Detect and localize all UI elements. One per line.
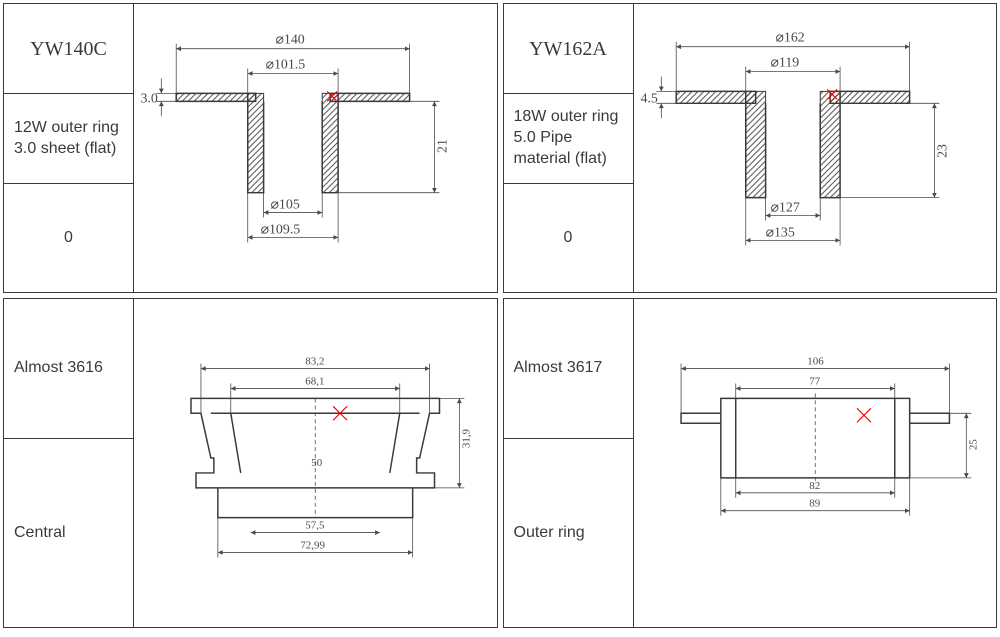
panel-3616: Almost 3616 Central 83,2 68,1 bbox=[3, 298, 498, 628]
svg-text:⌀109.5: ⌀109.5 bbox=[261, 222, 301, 237]
dim-inner-top: 101.5 bbox=[274, 58, 305, 73]
dim-bot2: 89 bbox=[809, 498, 820, 510]
dim-right: 25 bbox=[967, 439, 979, 450]
desc-label: 18W outer ring 5.0 Pipe material (flat) bbox=[504, 94, 634, 184]
dim-mid: 50 bbox=[311, 457, 322, 469]
dim-bot2: 72,99 bbox=[300, 539, 325, 551]
svg-text:⌀127: ⌀127 bbox=[770, 201, 799, 216]
dim-inner-bot: 105 bbox=[279, 198, 300, 213]
dim-bot: 135 bbox=[773, 225, 794, 240]
svg-text:⌀140: ⌀140 bbox=[276, 33, 305, 48]
dim-top: 140 bbox=[284, 33, 305, 48]
dim-right: 23 bbox=[935, 144, 950, 158]
drawing-bl: 83,2 68,1 50 57,5 72,99 3 bbox=[134, 299, 497, 627]
code-label: YW162A bbox=[504, 4, 634, 94]
panel-yw162a: YW162A 18W outer ring 5.0 Pipe material … bbox=[503, 3, 998, 293]
dim-bot: 109.5 bbox=[269, 222, 300, 237]
drawing-tl: ⌀140 ⌀101.5 3.0 21 bbox=[134, 4, 497, 292]
dim-bot1: 57,5 bbox=[305, 520, 325, 532]
drawing-br: 106 77 82 89 25 bbox=[634, 299, 997, 627]
desc-label: Outer ring bbox=[504, 439, 634, 627]
svg-text:⌀105: ⌀105 bbox=[271, 198, 300, 213]
code-label: Almost 3617 bbox=[504, 299, 634, 439]
sidebar-tr: YW162A 18W outer ring 5.0 Pipe material … bbox=[504, 4, 634, 292]
svg-text:⌀101.5: ⌀101.5 bbox=[266, 58, 306, 73]
code-label: Almost 3616 bbox=[4, 299, 134, 439]
dim-top1: 83,2 bbox=[305, 356, 324, 368]
sidebar-tl: YW140C 12W outer ring 3.0 sheet (flat) 0 bbox=[4, 4, 134, 292]
dim-left: 3.0 bbox=[140, 91, 157, 106]
dim-bot1: 82 bbox=[809, 480, 820, 492]
sidebar-br: Almost 3617 Outer ring bbox=[504, 299, 634, 627]
qty-label: 0 bbox=[504, 184, 634, 292]
dim-right: 31,9 bbox=[460, 428, 472, 448]
qty-label: 0 bbox=[4, 184, 134, 292]
dim-top2: 68,1 bbox=[305, 375, 324, 387]
dim-top1: 106 bbox=[807, 356, 824, 368]
code-label: YW140C bbox=[4, 4, 134, 94]
svg-text:⌀135: ⌀135 bbox=[765, 225, 794, 240]
dim-inner-top: 119 bbox=[778, 56, 798, 71]
drawing-tr: ⌀162 ⌀119 4.5 23 ⌀127 bbox=[634, 4, 997, 292]
dim-right: 21 bbox=[435, 139, 450, 153]
panel-3617: Almost 3617 Outer ring 106 77 bbox=[503, 298, 998, 628]
svg-text:⌀119: ⌀119 bbox=[770, 56, 799, 71]
desc-label: 12W outer ring 3.0 sheet (flat) bbox=[4, 94, 134, 184]
dim-top: 162 bbox=[783, 31, 804, 46]
desc-label: Central bbox=[4, 439, 134, 627]
sidebar-bl: Almost 3616 Central bbox=[4, 299, 134, 627]
dim-left: 4.5 bbox=[640, 91, 657, 106]
panel-yw140c: YW140C 12W outer ring 3.0 sheet (flat) 0 bbox=[3, 3, 498, 293]
svg-text:⌀162: ⌀162 bbox=[775, 31, 804, 46]
dim-inner-bot: 127 bbox=[778, 201, 799, 216]
dim-top2: 77 bbox=[809, 375, 820, 387]
